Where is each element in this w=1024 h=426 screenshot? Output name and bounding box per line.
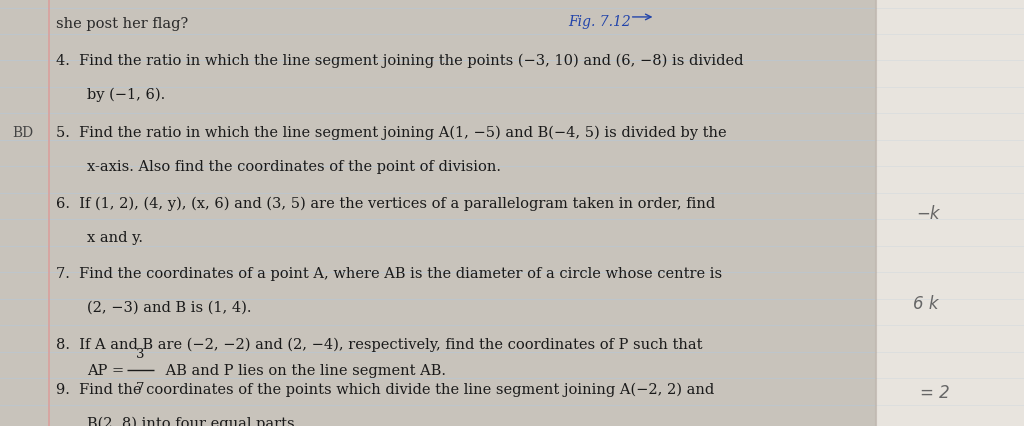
Text: x and y.: x and y. [87,230,143,244]
Text: 7: 7 [136,381,144,394]
Text: 6.  If (1, 2), (4, y), (x, 6) and (3, 5) are the vertices of a parallelogram tak: 6. If (1, 2), (4, y), (x, 6) and (3, 5) … [56,196,716,210]
Text: AP =: AP = [87,364,129,377]
Text: = 2: = 2 [920,383,949,401]
Text: by (−1, 6).: by (−1, 6). [87,87,165,102]
Text: (2, −3) and B is (1, 4).: (2, −3) and B is (1, 4). [87,300,252,314]
Text: 6 k: 6 k [913,294,939,312]
Text: AB and P lies on the line segment AB.: AB and P lies on the line segment AB. [161,364,445,377]
Text: she post her flag?: she post her flag? [56,17,188,31]
Text: 7.  Find the coordinates of a point A, where AB is the diameter of a circle whos: 7. Find the coordinates of a point A, wh… [56,266,723,280]
Bar [876,0,1024,426]
Text: 3: 3 [136,347,144,360]
Text: BD: BD [12,126,34,140]
Text: 5.  Find the ratio in which the line segment joining A(1, −5) and B(−4, 5) is di: 5. Find the ratio in which the line segm… [56,126,727,140]
Text: x-axis. Also find the coordinates of the point of division.: x-axis. Also find the coordinates of the… [87,160,501,174]
Text: Fig. 7.12: Fig. 7.12 [568,15,631,29]
Text: 4.  Find the ratio in which the line segment joining the points (−3, 10) and (6,: 4. Find the ratio in which the line segm… [56,53,743,68]
Text: 8.  If A and B are (−2, −2) and (2, −4), respectively, find the coordinates of P: 8. If A and B are (−2, −2) and (2, −4), … [56,337,702,351]
Text: −k: −k [916,204,940,222]
Text: B(2, 8) into four equal parts.: B(2, 8) into four equal parts. [87,415,299,426]
Text: 9.  Find the coordinates of the points which divide the line segment joining A(−: 9. Find the coordinates of the points wh… [56,381,715,396]
